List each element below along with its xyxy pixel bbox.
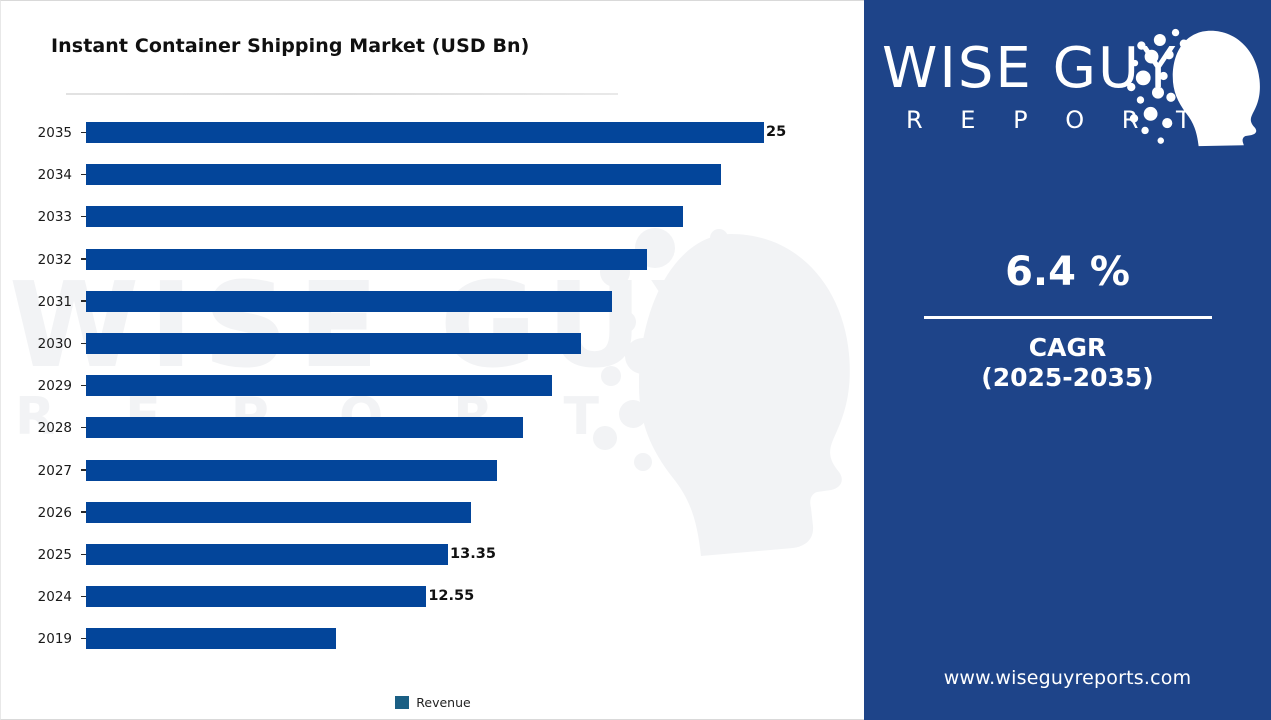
y-axis-tick-label: 2029 [37,378,72,395]
cagr-value: 6.4 % [1005,249,1130,295]
brand-panel: WISE GUY R E P O R T S 6 [864,0,1271,720]
bar-2035[interactable] [86,122,764,143]
y-axis-tick-label: 2033 [37,209,72,226]
legend-swatch-revenue [395,696,410,709]
bar-2034[interactable] [86,164,721,186]
cagr-label-line1: CAGR [1028,333,1107,362]
bar-2031[interactable] [86,290,613,312]
plot-area: 2035 25 2034 2033 2032 2031 2030 2029 2028 2027 20… [1,1,864,691]
title-divider [66,93,618,95]
bar-value-2025: 13.35 [450,546,496,562]
y-axis-tick-label: 2026 [37,504,72,521]
y-axis-tick-label: 2030 [37,336,72,352]
bar-2019[interactable] [86,628,336,650]
site-url: www.wiseguyreports.com [943,667,1192,689]
y-axis-tick-mark [81,637,86,640]
y-axis-tick-mark [81,173,86,176]
bar-2025[interactable] [86,544,449,565]
cagr-label-line2: (2025-2035) [981,362,1154,392]
bar-2030[interactable] [86,333,581,354]
bar-2028[interactable] [86,417,523,439]
legend-label-revenue: Revenue [416,695,471,710]
bar-2027[interactable] [86,459,497,481]
y-axis-tick-label: 2027 [37,462,72,479]
y-axis-tick-mark [81,342,86,344]
y-axis-tick-mark [81,131,86,133]
logo-face-icon [1127,28,1260,147]
y-axis-tick-label: 2032 [37,251,72,268]
y-axis-tick-label: 2028 [37,420,72,437]
y-axis-tick-mark [81,300,86,302]
wiseguy-logo: WISE GUY R E P O R T S [882,28,1260,150]
y-axis-tick-label: 2025 [37,547,72,563]
y-axis-tick-mark [81,215,86,218]
y-axis-tick-mark [81,511,86,513]
y-axis-tick-mark [81,384,86,387]
logo-name-top: WISE GUY [882,36,1178,101]
y-axis-tick-label: 2031 [37,293,72,310]
chart-legend: Revenue [1,695,864,710]
bar-value-2024: 12.55 [428,588,475,605]
bar-2033[interactable] [86,206,683,228]
y-axis-tick-mark [81,469,86,471]
y-axis-tick-label: 2034 [37,167,72,184]
y-axis-tick-label: 2019 [37,631,72,648]
y-axis-tick-mark [81,258,86,260]
y-axis-tick-label: 2035 [37,125,72,141]
y-axis-tick-mark [81,595,86,598]
bar-2032[interactable] [86,248,648,270]
cagr-label: CAGR (2025-2035) [864,333,1271,392]
bar-2024[interactable] [86,586,427,608]
bar-2026[interactable] [86,501,472,523]
y-axis-tick-mark [81,553,86,555]
bar-value-2035: 25 [766,124,787,140]
chart-title: Instant Container Shipping Market (USD B… [51,35,530,57]
bar-2029[interactable] [86,375,553,397]
chart-panel: WISE GUY R E P O R T S Instant [0,0,864,720]
cagr-divider [923,316,1212,319]
y-axis-tick-mark [81,426,86,429]
y-axis-tick-label: 2024 [37,589,72,606]
cagr-block: 6.4 % CAGR (2025-2035) [864,250,1271,392]
